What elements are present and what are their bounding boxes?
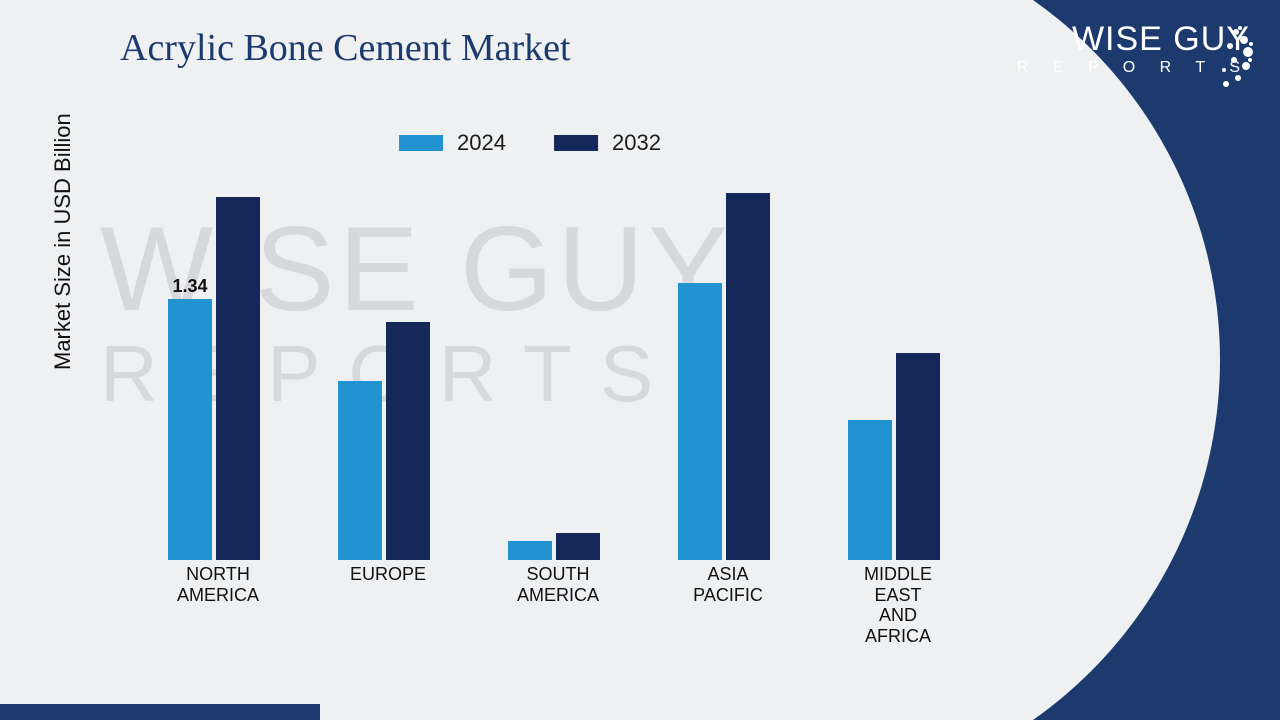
x-axis-label: ASIAPACIFIC bbox=[658, 564, 798, 605]
chart-canvas: WISE GUY R E P O R T S Acrylic Bone Ceme… bbox=[0, 0, 1280, 720]
brand-head-icon bbox=[1196, 22, 1256, 92]
bar-value-label: 1.34 bbox=[172, 276, 207, 297]
chart-title: Acrylic Bone Cement Market bbox=[120, 26, 571, 70]
bar: 1.34 bbox=[168, 299, 212, 560]
footer-accent bbox=[0, 704, 320, 720]
plot-area: 1.34 bbox=[138, 170, 978, 560]
legend: 2024 2032 bbox=[399, 130, 661, 156]
x-axis-label: NORTHAMERICA bbox=[148, 564, 288, 605]
legend-label-2024: 2024 bbox=[457, 130, 506, 156]
bar-chart: 2024 2032 Market Size in USD Billion 1.3… bbox=[60, 130, 1000, 690]
bar bbox=[848, 420, 892, 560]
bar bbox=[556, 533, 600, 560]
bar bbox=[216, 197, 260, 560]
legend-swatch-2032 bbox=[554, 135, 598, 151]
bar bbox=[678, 283, 722, 560]
legend-label-2032: 2032 bbox=[612, 130, 661, 156]
legend-item-2032: 2032 bbox=[554, 130, 661, 156]
x-axis-label: MIDDLEEASTANDAFRICA bbox=[828, 564, 968, 647]
x-axis-label: SOUTHAMERICA bbox=[488, 564, 628, 605]
bar bbox=[386, 322, 430, 560]
bar bbox=[896, 353, 940, 560]
bar bbox=[508, 541, 552, 561]
bar bbox=[338, 381, 382, 560]
bar bbox=[726, 193, 770, 560]
legend-item-2024: 2024 bbox=[399, 130, 506, 156]
legend-swatch-2024 bbox=[399, 135, 443, 151]
x-axis-label: EUROPE bbox=[318, 564, 458, 585]
brand-logo: WISE GUY R E P O R T S bbox=[1017, 22, 1250, 77]
y-axis-label: Market Size in USD Billion bbox=[50, 113, 76, 370]
